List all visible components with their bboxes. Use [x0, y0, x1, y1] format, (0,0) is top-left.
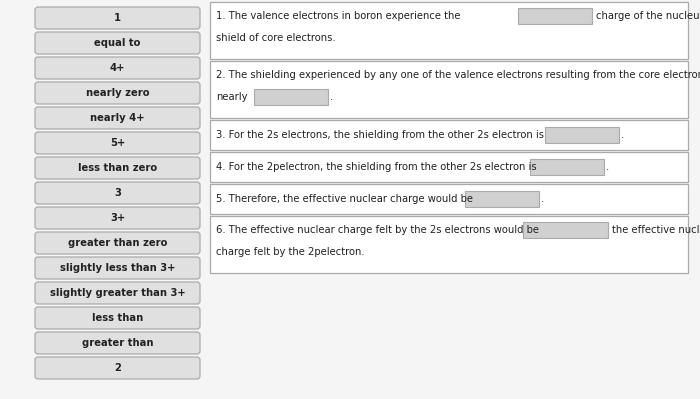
- Text: less than: less than: [92, 313, 143, 323]
- Text: nearly zero: nearly zero: [85, 88, 149, 98]
- Text: 3: 3: [114, 188, 121, 198]
- FancyBboxPatch shape: [35, 132, 200, 154]
- FancyBboxPatch shape: [35, 257, 200, 279]
- Bar: [210, 152, 688, 182]
- Text: nearly: nearly: [216, 92, 248, 102]
- Text: equal to: equal to: [94, 38, 141, 48]
- Text: less than zero: less than zero: [78, 163, 157, 173]
- Text: .: .: [606, 162, 609, 172]
- Bar: [523, 222, 608, 238]
- Bar: [210, 61, 688, 118]
- Text: charge of the nucleus through the: charge of the nucleus through the: [596, 11, 700, 21]
- Text: 3+: 3+: [110, 213, 125, 223]
- Bar: [210, 2, 688, 59]
- Text: shield of core electrons.: shield of core electrons.: [216, 33, 335, 43]
- Text: 5+: 5+: [110, 138, 125, 148]
- Text: 2. The shielding experienced by any one of the valence electrons resulting from : 2. The shielding experienced by any one …: [216, 70, 700, 80]
- FancyBboxPatch shape: [35, 357, 200, 379]
- FancyBboxPatch shape: [35, 282, 200, 304]
- Bar: [210, 120, 688, 150]
- FancyBboxPatch shape: [35, 7, 200, 29]
- Text: 4+: 4+: [110, 63, 125, 73]
- Text: slightly less than 3+: slightly less than 3+: [60, 263, 175, 273]
- Bar: [254, 89, 328, 105]
- FancyBboxPatch shape: [35, 207, 200, 229]
- Text: .: .: [330, 92, 333, 102]
- Text: 3. For the 2s electrons, the shielding from the other 2s electron is: 3. For the 2s electrons, the shielding f…: [216, 130, 544, 140]
- Text: 1. The valence electrons in boron experience the: 1. The valence electrons in boron experi…: [216, 11, 461, 21]
- Text: .: .: [621, 130, 624, 140]
- FancyBboxPatch shape: [35, 182, 200, 204]
- FancyBboxPatch shape: [35, 232, 200, 254]
- Text: 5. Therefore, the effective nuclear charge would be: 5. Therefore, the effective nuclear char…: [216, 194, 473, 204]
- Text: greater than zero: greater than zero: [68, 238, 167, 248]
- Text: the effective nuclear: the effective nuclear: [612, 225, 700, 235]
- FancyBboxPatch shape: [35, 57, 200, 79]
- Bar: [518, 8, 592, 24]
- Bar: [465, 191, 539, 207]
- FancyBboxPatch shape: [35, 332, 200, 354]
- Text: charge felt by the 2pelectron.: charge felt by the 2pelectron.: [216, 247, 365, 257]
- Text: nearly 4+: nearly 4+: [90, 113, 145, 123]
- Bar: [210, 216, 688, 273]
- Bar: [210, 184, 688, 214]
- Text: 4. For the 2pelectron, the shielding from the other 2s electron is: 4. For the 2pelectron, the shielding fro…: [216, 162, 537, 172]
- FancyBboxPatch shape: [35, 107, 200, 129]
- Text: 1: 1: [114, 13, 121, 23]
- Bar: [530, 159, 604, 175]
- Text: .: .: [541, 194, 545, 204]
- Bar: [545, 127, 619, 143]
- FancyBboxPatch shape: [35, 32, 200, 54]
- Text: 2: 2: [114, 363, 121, 373]
- Text: greater than: greater than: [82, 338, 153, 348]
- Text: slightly greater than 3+: slightly greater than 3+: [50, 288, 186, 298]
- FancyBboxPatch shape: [35, 157, 200, 179]
- FancyBboxPatch shape: [35, 82, 200, 104]
- FancyBboxPatch shape: [35, 307, 200, 329]
- Text: 6. The effective nuclear charge felt by the 2s electrons would be: 6. The effective nuclear charge felt by …: [216, 225, 539, 235]
